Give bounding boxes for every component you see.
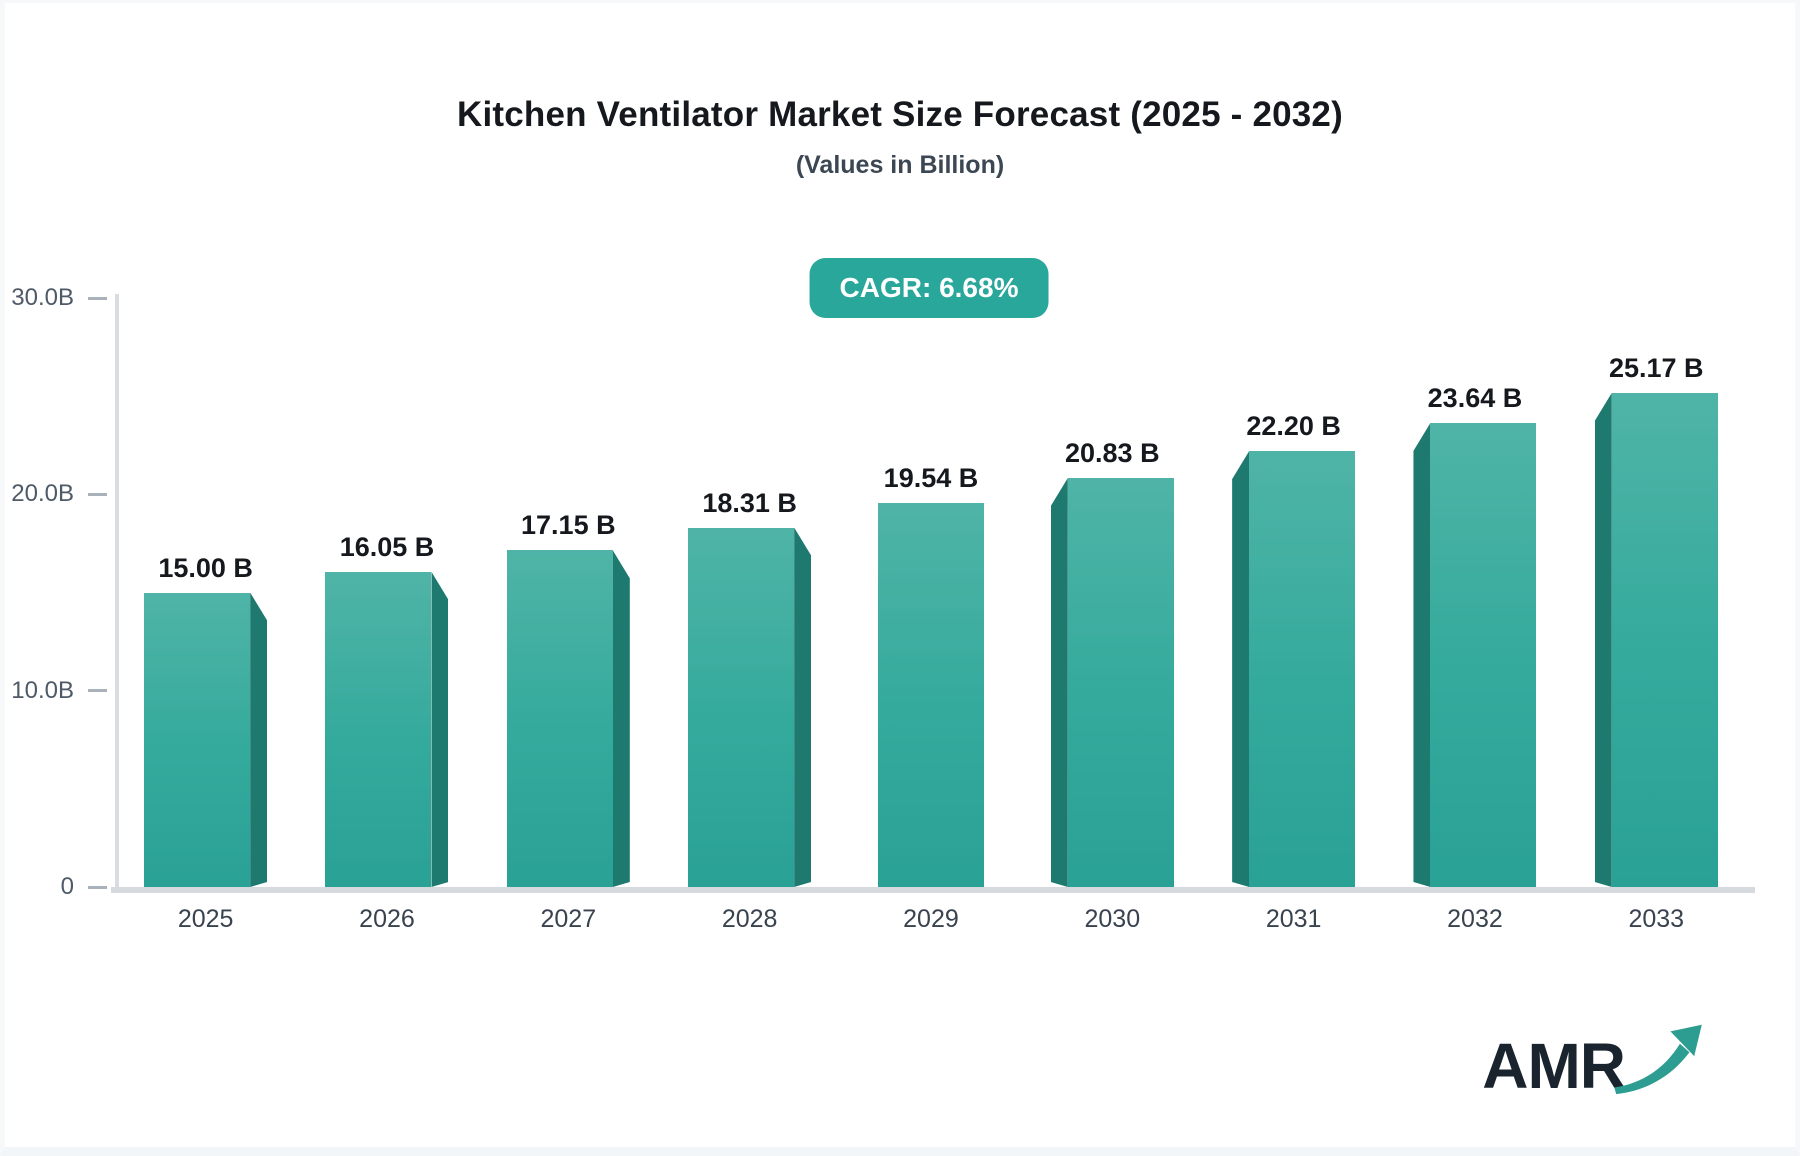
x-tick-label: 2030: [1084, 905, 1141, 933]
y-tick-dash: [88, 296, 107, 300]
bar-2032[interactable]: 23.64 B: [1413, 382, 1537, 887]
bar-value-label: 25.17 B: [1608, 352, 1704, 383]
bar-side-face: [431, 572, 448, 887]
bar-shape: [877, 503, 984, 887]
amr-logo-text: AMR: [1482, 1030, 1626, 1102]
chart-subtitle: (Values in Billion): [795, 151, 1005, 179]
bar-column: 15.00 B: [115, 298, 296, 887]
bar-face: [1067, 478, 1174, 887]
bar-face: [1611, 392, 1718, 887]
bar-shape: [506, 550, 630, 887]
bar-side-face: [250, 593, 267, 888]
x-tick-label: 2027: [540, 905, 597, 933]
bar-column: 17.15 B: [478, 298, 659, 887]
bar-value-label: 23.64 B: [1427, 382, 1523, 413]
y-tick-label: 10.0B: [11, 676, 74, 704]
y-tick-label: 30.0B: [11, 284, 74, 311]
chart-title: Kitchen Ventilator Market Size Forecast …: [457, 95, 1343, 134]
y-tick-dash: [88, 689, 107, 693]
bar-face: [144, 592, 251, 887]
x-axis-line: [111, 887, 1755, 893]
x-tick-label: 2032: [1447, 905, 1503, 933]
bar-2027[interactable]: 17.15 B: [506, 510, 630, 887]
bar-shape: [144, 592, 267, 888]
x-tick-label: 2031: [1265, 905, 1322, 933]
bar-value-label: 18.31 B: [702, 487, 797, 518]
bar-2029[interactable]: 19.54 B: [877, 463, 984, 887]
bar-side-face: [613, 550, 630, 887]
y-tick-label: 0: [60, 873, 74, 900]
y-tick: 30.0B: [11, 284, 107, 312]
trending-up-arrow-icon: [1614, 1024, 1702, 1095]
bar-column: 18.31 B: [659, 298, 840, 887]
bar-column: 19.54 B: [840, 298, 1021, 887]
bar-face: [506, 550, 613, 887]
y-tick-label: 20.0B: [11, 480, 74, 508]
y-tick-dash: [88, 492, 107, 496]
bar-side-face: [1051, 478, 1068, 887]
bar-2028[interactable]: 18.31 B: [688, 487, 811, 888]
y-tick-dash: [88, 885, 107, 889]
plot-area: 30.0B 20.0B 10.0B 0 15.00 B 16.05 B 17.15 B 18…: [11, 284, 1755, 933]
bar-shape: [688, 527, 811, 888]
bar-side-face: [1595, 393, 1612, 887]
bar-side-face: [794, 528, 811, 888]
y-tick: 0: [61, 873, 107, 901]
bar-side-face: [1232, 451, 1249, 887]
bar-value-label: 20.83 B: [1065, 438, 1160, 468]
x-tick-label: 2028: [721, 905, 778, 933]
bar-face: [1430, 422, 1537, 887]
bar-2033[interactable]: 25.17 B: [1595, 353, 1718, 887]
bar-2026[interactable]: 16.05 B: [325, 532, 448, 887]
cagr-badge: CAGR: 6.68%: [809, 258, 1049, 318]
bar-column: 25.17 B: [1566, 298, 1747, 887]
bar-2025[interactable]: 15.00 B: [144, 552, 267, 888]
bar-face: [1249, 451, 1356, 887]
bar-face: [325, 571, 432, 887]
bar-shape: [1413, 422, 1537, 887]
bar-value-label: 17.15 B: [521, 510, 616, 541]
bar-column: 23.64 B: [1384, 298, 1565, 887]
bar-face: [877, 503, 984, 887]
bar-value-label: 22.20 B: [1246, 411, 1341, 442]
bar-2030[interactable]: 20.83 B: [1051, 438, 1174, 887]
bar-column: 20.83 B: [1022, 298, 1203, 887]
bar-value-label: 19.54 B: [883, 463, 979, 494]
bar-side-face: [1413, 423, 1430, 887]
bar-column: 22.20 B: [1203, 298, 1384, 887]
bar-shape: [1595, 392, 1718, 887]
bar-2031[interactable]: 22.20 B: [1232, 411, 1356, 887]
bar-shape: [1232, 451, 1356, 887]
x-tick-label: 2029: [903, 905, 959, 933]
amr-logo: AMR: [1482, 1024, 1707, 1103]
x-axis-labels: 2025 2026 2027 2028 2029 2030 2031 2032 2033: [115, 905, 1747, 934]
x-tick-label: 2025: [177, 905, 234, 933]
x-tick-label: 2026: [359, 905, 415, 933]
bar-value-label: 15.00 B: [158, 552, 253, 583]
bar-value-label: 16.05 B: [339, 531, 435, 562]
bar-shape: [1051, 478, 1174, 887]
bars-row: 15.00 B 16.05 B 17.15 B 18.31 B 19.54 B 20.83…: [115, 298, 1747, 887]
bar-shape: [325, 571, 448, 887]
x-tick-label: 2033: [1628, 905, 1685, 933]
bar-column: 16.05 B: [296, 298, 477, 887]
bar-face: [688, 527, 795, 887]
y-tick: 20.0B: [11, 480, 107, 508]
y-tick: 10.0B: [11, 677, 107, 705]
y-axis-line: [115, 294, 119, 887]
